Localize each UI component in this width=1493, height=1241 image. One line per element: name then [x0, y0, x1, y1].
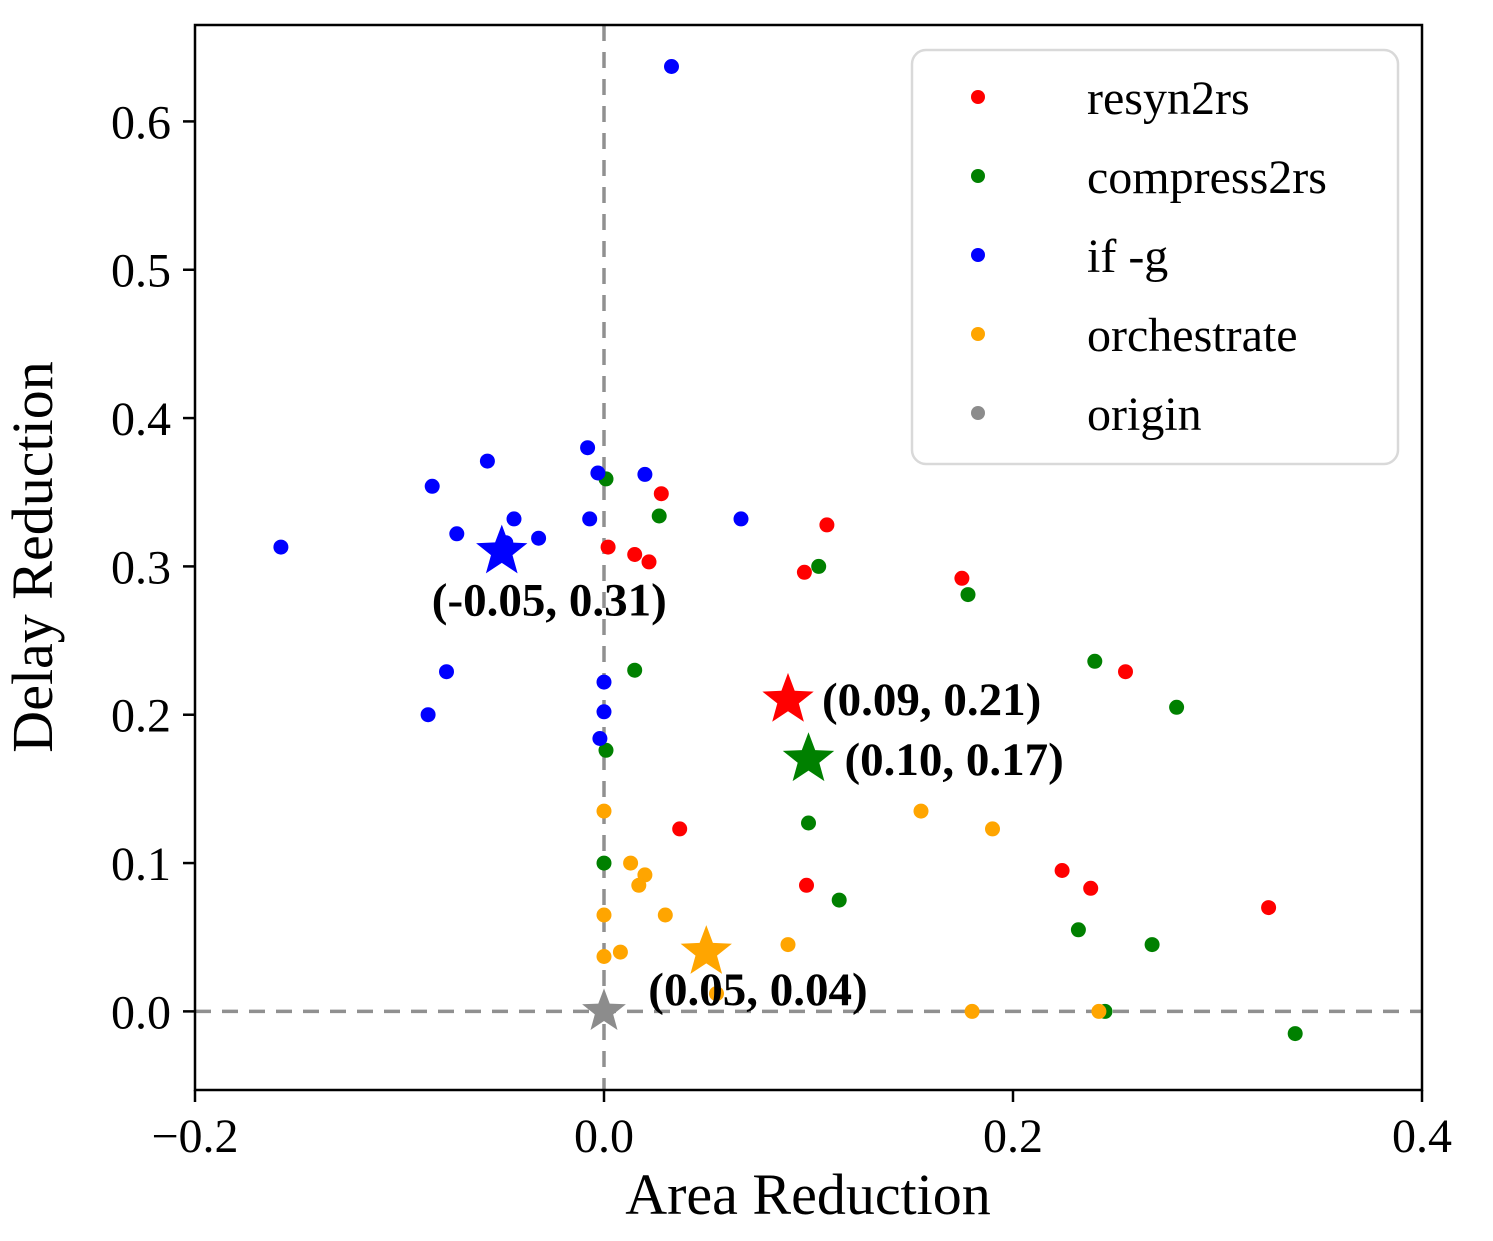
- scatter-point-orchestrate: [913, 803, 929, 819]
- scatter-point-orchestrate: [1091, 1003, 1107, 1019]
- legend-label-origin: origin: [1087, 388, 1202, 441]
- x-tick-label: 0.4: [1392, 1110, 1452, 1163]
- legend-label-orchestrate: orchestrate: [1087, 309, 1298, 362]
- scatter-point-if-g: [592, 731, 608, 746]
- scatter-point-resyn2rs: [819, 517, 835, 533]
- y-tick-label: 0.5: [111, 245, 171, 298]
- scatter-point-if-g: [439, 664, 454, 680]
- x-axis-label: Area Reduction: [625, 1162, 991, 1227]
- legend-label-compress2rs: compress2rs: [1087, 151, 1327, 204]
- star-annotation-orchestrate: (0.05, 0.04): [648, 964, 867, 1016]
- scatter-point-if-g: [637, 466, 653, 482]
- plot-content: (0.09, 0.21) (0.10, 0.17) (-0.05, 0.31) (0.…: [111, 23, 1452, 1163]
- scatter-point-resyn2rs: [653, 486, 669, 502]
- legend-marker-orchestrate: [971, 327, 985, 341]
- scatter-point-if-g: [273, 539, 289, 555]
- scatter-point-orchestrate: [596, 907, 612, 923]
- scatter-point-resyn2rs: [799, 877, 814, 893]
- scatter-point-resyn2rs: [672, 821, 688, 837]
- x-tick-label: 0.0: [574, 1110, 634, 1163]
- scatter-point-resyn2rs: [600, 539, 616, 555]
- scatter-point-resyn2rs: [1054, 863, 1070, 878]
- scatter-point-compress2rs: [960, 587, 976, 603]
- x-tick-label: 0.2: [983, 1110, 1043, 1163]
- scatter-point-if-g: [424, 478, 440, 494]
- legend-marker-compress2rs: [971, 169, 985, 183]
- legend-label-resyn2rs: resyn2rs: [1087, 72, 1250, 125]
- scatter-point-if-g: [449, 526, 465, 542]
- star-annotation-compress2rs: (0.10, 0.17): [845, 734, 1064, 786]
- scatter-point-orchestrate: [612, 944, 628, 960]
- scatter-point-if-g: [596, 704, 612, 720]
- scatter-point-if-g: [596, 674, 612, 690]
- mean-star-resyn2rs: [762, 672, 814, 722]
- scatter-point-orchestrate: [709, 986, 724, 1002]
- scatter-point-compress2rs: [596, 855, 612, 871]
- scatter-point-compress2rs: [1070, 922, 1086, 938]
- scatter-point-compress2rs: [1169, 699, 1185, 715]
- scatter-point-compress2rs: [598, 742, 614, 758]
- y-tick-label: 0.3: [111, 541, 171, 594]
- scatter-point-orchestrate: [596, 949, 612, 964]
- legend-label-if-g: if -g: [1087, 230, 1168, 283]
- scatter-point-compress2rs: [1287, 1026, 1303, 1042]
- legend-box: [910, 48, 1400, 466]
- scatter-point-if-g: [733, 511, 749, 527]
- scatter-point-compress2rs: [1144, 937, 1160, 953]
- y-axis-label: Delay Reduction: [0, 361, 65, 752]
- mean-star-origin: [582, 988, 626, 1030]
- scatter-point-compress2rs: [651, 508, 667, 524]
- scatter-point-resyn2rs: [641, 554, 657, 570]
- star-annotation-resyn2rs: (0.09, 0.21): [822, 674, 1041, 726]
- y-tick-label: 0.6: [111, 96, 171, 149]
- scatter-point-if-g: [590, 465, 606, 481]
- y-tick-label: 0.1: [111, 838, 171, 891]
- scatter-point-if-g: [580, 440, 596, 456]
- scatter-point-compress2rs: [627, 662, 643, 678]
- scatter-point-resyn2rs: [1118, 664, 1133, 680]
- scatter-point-compress2rs: [811, 558, 827, 574]
- legend-marker-resyn2rs: [971, 90, 985, 104]
- scatter-point-if-g: [582, 511, 598, 527]
- scatter-point-resyn2rs: [796, 564, 812, 580]
- scatter-point-resyn2rs: [627, 547, 643, 562]
- scatter-point-if-g: [506, 511, 522, 527]
- scatter-point-orchestrate: [623, 855, 639, 871]
- star-annotation-if-g: (-0.05, 0.31): [432, 575, 667, 627]
- scatter-point-orchestrate: [596, 803, 612, 819]
- y-tick-label: 0.2: [111, 690, 171, 743]
- scatter-point-if-g: [531, 530, 547, 546]
- scatter-point-compress2rs: [831, 892, 847, 908]
- scatter-point-if-g: [479, 453, 495, 469]
- legend-marker-if-g: [971, 248, 985, 262]
- mean-star-compress2rs: [782, 732, 835, 782]
- scatter-point-orchestrate: [631, 877, 647, 893]
- scatter-point-orchestrate: [964, 1003, 980, 1019]
- scatter-point-compress2rs: [1087, 653, 1103, 669]
- scatter-point-resyn2rs: [1083, 880, 1099, 896]
- scatter-point-resyn2rs: [1261, 900, 1277, 916]
- scatter-point-orchestrate: [985, 821, 1000, 837]
- axes-frame: [193, 23, 1424, 1092]
- scatter-point-compress2rs: [801, 815, 816, 831]
- legend-marker-origin: [971, 406, 985, 420]
- scatter-point-resyn2rs: [954, 570, 970, 586]
- y-tick-label: 0.0: [111, 986, 171, 1039]
- scatter-point-if-g: [664, 59, 679, 74]
- mean-star-if-g: [476, 524, 528, 574]
- y-tick-label: 0.4: [111, 393, 171, 446]
- scatter-point-orchestrate: [657, 907, 673, 923]
- mean-star-orchestrate: [680, 925, 732, 974]
- scatter-point-if-g: [420, 707, 436, 723]
- scatter-point-orchestrate: [780, 937, 796, 953]
- x-tick-label: −0.2: [151, 1110, 238, 1163]
